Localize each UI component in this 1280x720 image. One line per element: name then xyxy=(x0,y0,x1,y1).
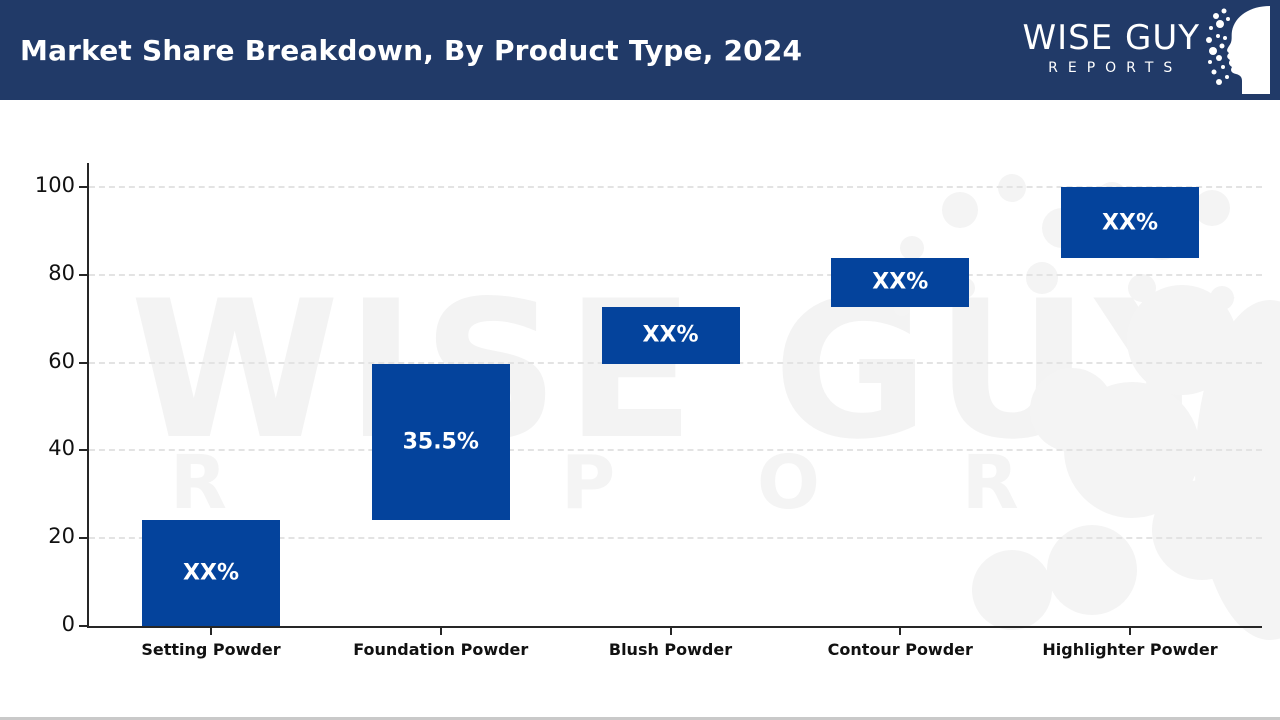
y-tick-mark xyxy=(79,449,87,452)
gridline xyxy=(89,273,1262,276)
gridline xyxy=(89,449,1262,452)
brand-logo: WISE GUY REPORTS xyxy=(1022,0,1272,100)
x-tick-mark xyxy=(439,627,442,635)
y-tick-label: 20 xyxy=(48,524,75,549)
gridline xyxy=(89,537,1262,540)
x-axis-label: Foundation Powder xyxy=(353,640,529,659)
bar-value-label: XX% xyxy=(642,322,699,348)
y-tick-mark xyxy=(79,361,87,364)
y-tick-label: 80 xyxy=(48,260,75,285)
x-axis-line xyxy=(87,626,1262,628)
bar-highlighter-powder: XX% xyxy=(1061,187,1199,259)
x-axis-label: Contour Powder xyxy=(827,640,973,659)
chart-title: Market Share Breakdown, By Product Type,… xyxy=(20,33,803,67)
brand-name: WISE GUY xyxy=(1022,18,1200,58)
y-tick-label: 60 xyxy=(48,348,75,373)
chart-canvas: WISE GUY R E P O R T S 020406080100XX%Se… xyxy=(0,100,1280,718)
brand-logo-text: WISE GUY REPORTS xyxy=(1022,18,1200,76)
gridline xyxy=(89,186,1262,188)
y-axis-line xyxy=(87,163,89,628)
bottom-border xyxy=(0,717,1280,720)
x-axis-label: Setting Powder xyxy=(141,640,281,659)
y-tick-label: 40 xyxy=(48,436,75,461)
y-tick-mark xyxy=(79,625,87,627)
header-bar: Market Share Breakdown, By Product Type,… xyxy=(0,0,1280,100)
bar-value-label: 35.5% xyxy=(402,429,479,455)
x-tick-mark xyxy=(669,627,672,635)
bar-value-label: XX% xyxy=(1102,210,1158,236)
head-silhouette-icon xyxy=(1206,6,1270,94)
y-tick-mark xyxy=(79,537,87,540)
y-tick-mark xyxy=(79,273,87,276)
bar-contour-powder: XX% xyxy=(831,258,970,307)
x-axis-label: Blush Powder xyxy=(608,640,733,659)
y-tick-label: 0 xyxy=(61,612,75,636)
bar-setting-powder: XX% xyxy=(142,519,280,626)
x-tick-mark xyxy=(210,627,212,635)
x-axis-label: Highlighter Powder xyxy=(1042,640,1218,659)
y-tick-label: 100 xyxy=(34,173,75,197)
x-tick-mark xyxy=(899,627,902,635)
bar-foundation-powder: 35.5% xyxy=(371,363,510,520)
x-tick-mark xyxy=(1129,627,1131,635)
bar-value-label: XX% xyxy=(872,269,929,295)
brand-subtitle: REPORTS xyxy=(1048,60,1183,76)
y-tick-mark xyxy=(79,186,87,188)
bar-value-label: XX% xyxy=(183,560,239,586)
bar-blush-powder: XX% xyxy=(601,306,740,364)
